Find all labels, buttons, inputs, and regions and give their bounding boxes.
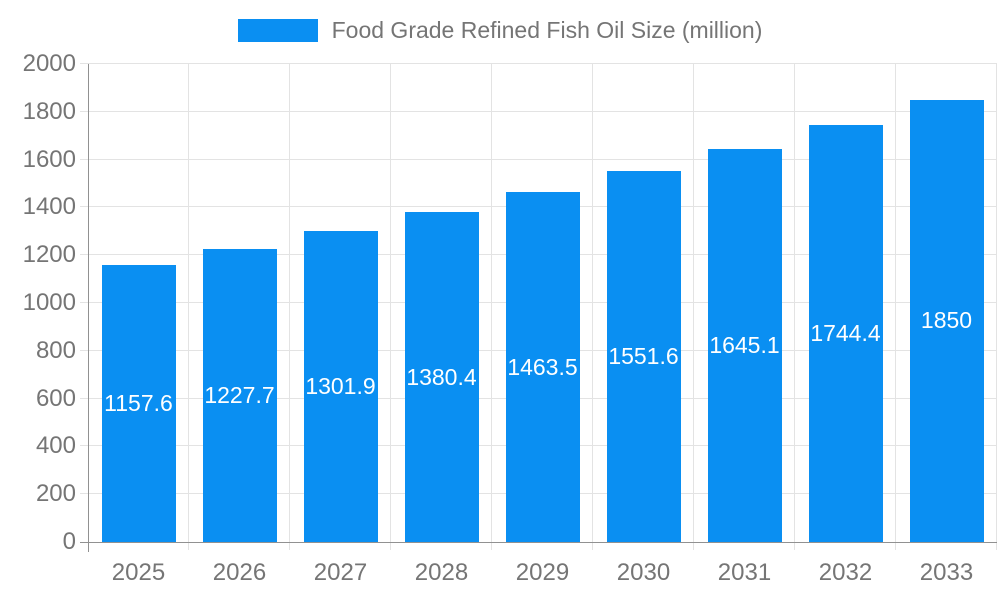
plot-area: 1157.6 1227.7 1301.9 1380.4 1463.5 1551.6 1645… bbox=[80, 63, 997, 552]
x-axis-tick bbox=[390, 542, 391, 550]
x-axis-tick bbox=[289, 542, 290, 550]
bar-value-label: 1380.4 bbox=[406, 363, 477, 390]
y-tick-label: 1600 bbox=[22, 145, 76, 173]
bar-value-label: 1157.6 bbox=[104, 390, 173, 417]
y-axis-tick bbox=[80, 206, 88, 208]
y-axis-line bbox=[88, 64, 89, 552]
bar-value-label: 1551.6 bbox=[608, 343, 679, 370]
x-tick-label: 2026 bbox=[212, 559, 267, 586]
gridline-vertical bbox=[592, 64, 593, 542]
bar-value-label: 1227.7 bbox=[204, 381, 275, 408]
gridline-vertical bbox=[390, 64, 391, 542]
x-tick-label: 2030 bbox=[616, 559, 671, 586]
gridline-vertical bbox=[794, 64, 795, 542]
bar[interactable]: 1380.4 bbox=[404, 212, 479, 542]
y-tick-label: 800 bbox=[35, 336, 76, 364]
y-axis-tick bbox=[80, 110, 88, 112]
x-axis-tick bbox=[693, 542, 694, 550]
y-tick-label: 400 bbox=[35, 432, 76, 460]
bar[interactable]: 1301.9 bbox=[303, 230, 378, 542]
bar-value-label: 1645.1 bbox=[709, 331, 780, 358]
y-axis-tick bbox=[80, 445, 88, 447]
gridline-vertical bbox=[491, 64, 492, 542]
y-tick-label: 1400 bbox=[22, 193, 76, 221]
gridline-horizontal bbox=[88, 158, 997, 160]
bar-value-label: 1744.4 bbox=[810, 320, 881, 347]
y-axis-tick bbox=[80, 493, 88, 495]
x-axis-tick bbox=[592, 542, 593, 550]
gridline-vertical bbox=[289, 64, 290, 542]
gridline-horizontal bbox=[88, 110, 997, 112]
x-axis-tick bbox=[996, 542, 997, 550]
x-axis-tick bbox=[188, 542, 189, 550]
x-tick-label: 2032 bbox=[818, 559, 873, 586]
y-tick-label: 1200 bbox=[22, 241, 76, 269]
y-axis-tick bbox=[80, 158, 88, 160]
legend-swatch bbox=[237, 19, 318, 42]
bar[interactable]: 1744.4 bbox=[808, 125, 883, 542]
gridline-vertical bbox=[188, 64, 189, 542]
x-tick-label: 2025 bbox=[111, 559, 166, 586]
y-axis-tick bbox=[80, 302, 88, 303]
bar-value-label: 1850 bbox=[920, 307, 973, 334]
gridline-horizontal bbox=[88, 63, 997, 64]
bar[interactable]: 1850 bbox=[909, 99, 984, 542]
x-axis-tick bbox=[895, 542, 896, 550]
y-tick-label: 0 bbox=[62, 528, 76, 555]
x-tick-label: 2031 bbox=[717, 559, 772, 586]
legend-label: Food Grade Refined Fish Oil Size (millio… bbox=[331, 17, 763, 43]
bar[interactable]: 1463.5 bbox=[505, 192, 580, 542]
legend[interactable]: Food Grade Refined Fish Oil Size (millio… bbox=[0, 17, 1000, 44]
x-axis-tick bbox=[491, 542, 492, 550]
x-axis-tick bbox=[794, 542, 795, 550]
y-axis-tick bbox=[80, 349, 88, 351]
y-axis-tick bbox=[80, 397, 88, 399]
bar[interactable]: 1227.7 bbox=[202, 248, 277, 542]
x-tick-label: 2033 bbox=[919, 559, 974, 586]
x-tick-label: 2029 bbox=[515, 559, 570, 586]
y-axis-tick bbox=[80, 63, 88, 64]
y-tick-label: 200 bbox=[35, 480, 76, 508]
y-axis-tick bbox=[80, 254, 88, 256]
y-tick-label: 1000 bbox=[22, 289, 76, 316]
bar-value-label: 1463.5 bbox=[507, 353, 578, 380]
y-tick-label: 1800 bbox=[22, 97, 76, 125]
y-tick-label: 600 bbox=[35, 384, 76, 412]
x-tick-label: 2027 bbox=[313, 559, 368, 586]
bar-value-label: 1301.9 bbox=[305, 372, 376, 399]
gridline-vertical bbox=[895, 64, 896, 542]
bar[interactable]: 1157.6 bbox=[101, 265, 176, 542]
gridline-vertical bbox=[996, 64, 997, 542]
x-tick-label: 2028 bbox=[414, 559, 469, 586]
bar[interactable]: 1551.6 bbox=[606, 171, 681, 542]
x-axis-line bbox=[80, 542, 997, 543]
y-tick-label: 2000 bbox=[22, 50, 76, 77]
bar[interactable]: 1645.1 bbox=[707, 148, 782, 542]
gridline-vertical bbox=[693, 64, 694, 542]
